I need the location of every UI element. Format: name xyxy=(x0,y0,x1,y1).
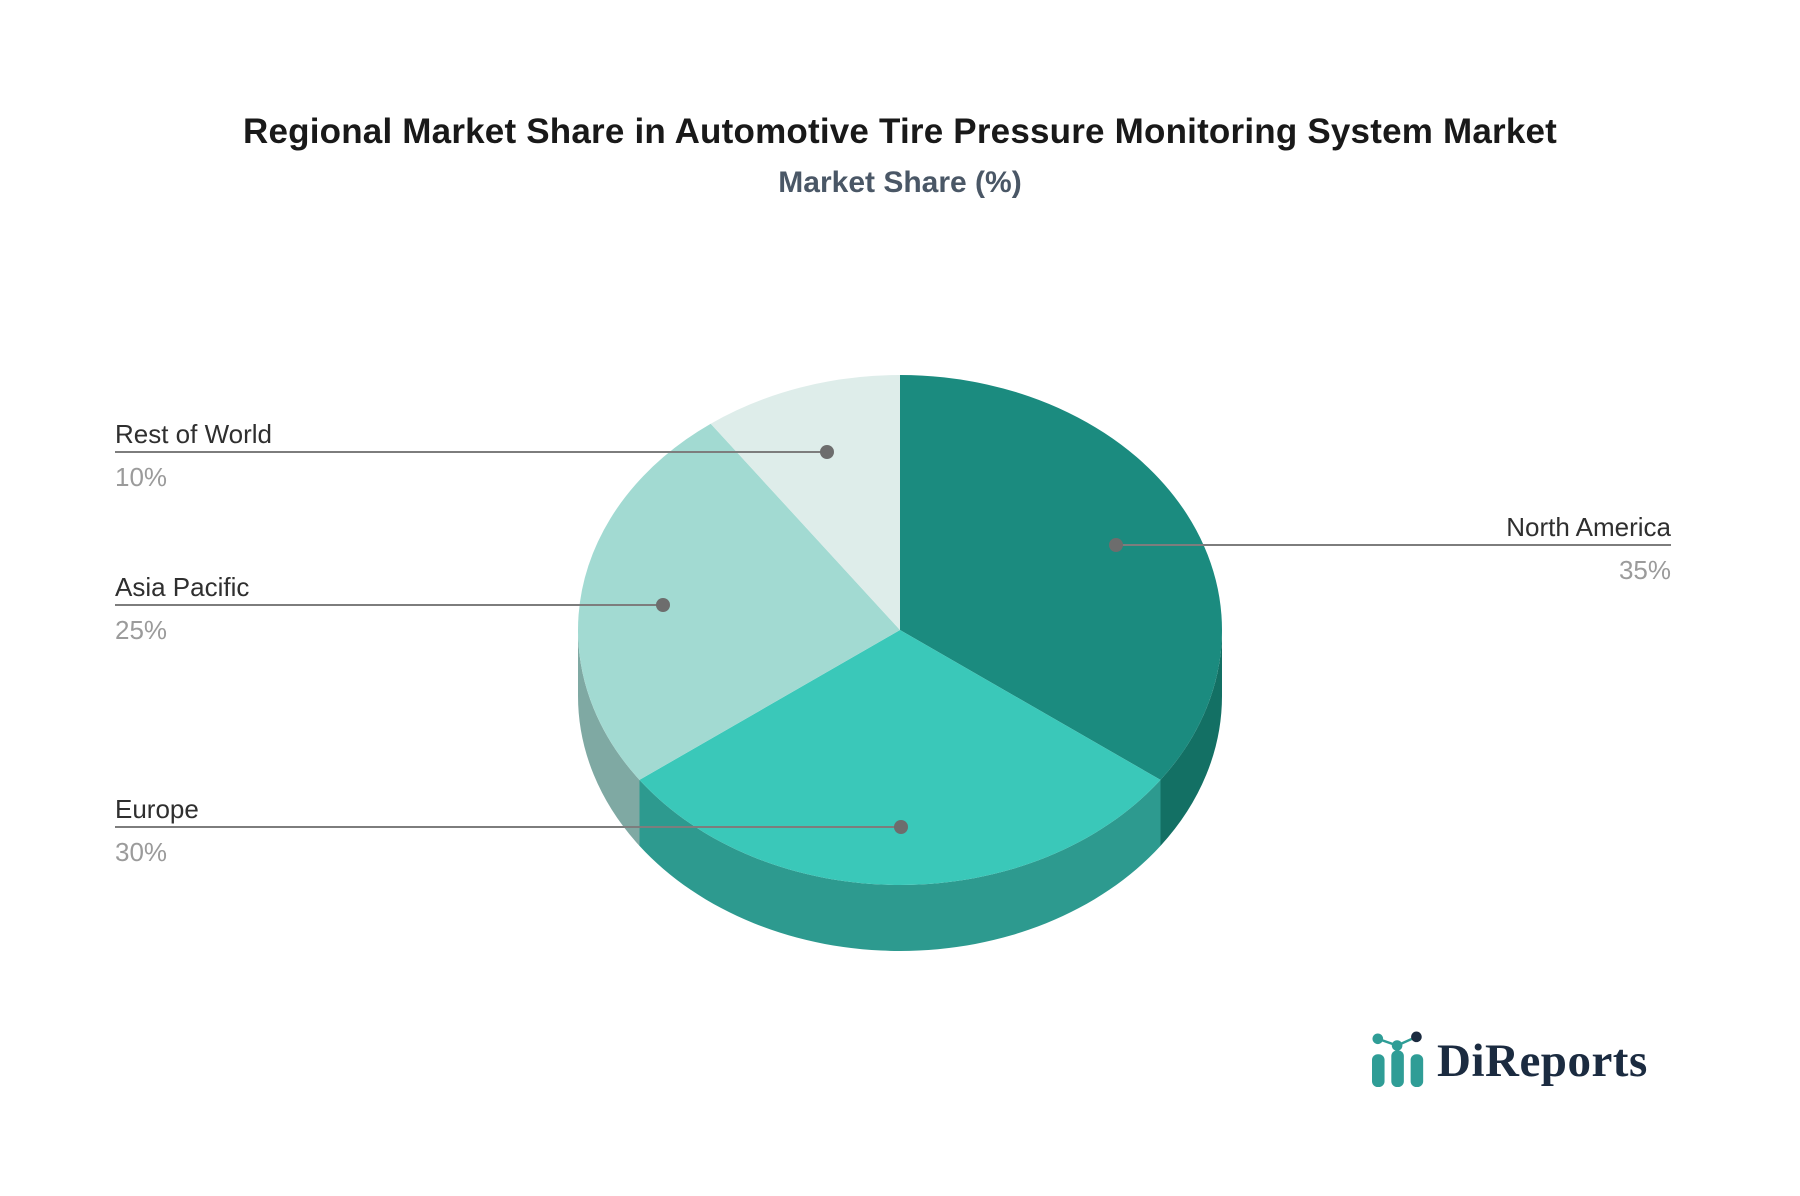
callout-north-america: North America 35% xyxy=(1506,511,1671,586)
leader-dot-europe xyxy=(894,820,908,834)
leader-dot-asia-pacific xyxy=(656,598,670,612)
callout-europe: Europe 30% xyxy=(115,793,199,868)
leader-dot-rest-of-world xyxy=(820,445,834,459)
callout-label: Asia Pacific xyxy=(115,572,250,602)
leader-dot-north-america xyxy=(1109,538,1123,552)
pie-wall-europe xyxy=(639,779,1161,952)
callout-value: 10% xyxy=(115,462,168,492)
pie-slice-rest-of-world[interactable] xyxy=(710,375,900,630)
callout-rest-of-world: Rest of World 10% xyxy=(115,418,272,493)
chart-subtitle: Market Share (%) xyxy=(778,166,1022,199)
callout-label: Europe xyxy=(115,794,199,824)
pie-slice-asia-pacific[interactable] xyxy=(578,423,900,780)
bar-chart-icon xyxy=(1372,1031,1424,1088)
pie-slice-europe[interactable] xyxy=(639,630,1161,885)
direports-logo: DiReports xyxy=(1372,1030,1648,1090)
chart-title: Regional Market Share in Automotive Tire… xyxy=(242,112,1558,151)
pie-walls xyxy=(578,630,1222,952)
pie-slices xyxy=(578,375,1222,885)
leader-lines xyxy=(115,445,1671,834)
pie-wall-asia-pacific xyxy=(578,630,640,846)
pie-wall-north-america xyxy=(1160,630,1222,846)
pie-slice-north-america[interactable] xyxy=(900,375,1222,780)
callout-label: Rest of World xyxy=(115,419,273,449)
callout-value: 25% xyxy=(115,615,168,645)
logo-text: DiReports xyxy=(1437,1035,1648,1087)
callout-label: North America xyxy=(1506,512,1671,542)
callout-asia-pacific: Asia Pacific 25% xyxy=(115,571,249,646)
callout-value: 35% xyxy=(1618,555,1671,585)
callout-value: 30% xyxy=(115,837,168,867)
